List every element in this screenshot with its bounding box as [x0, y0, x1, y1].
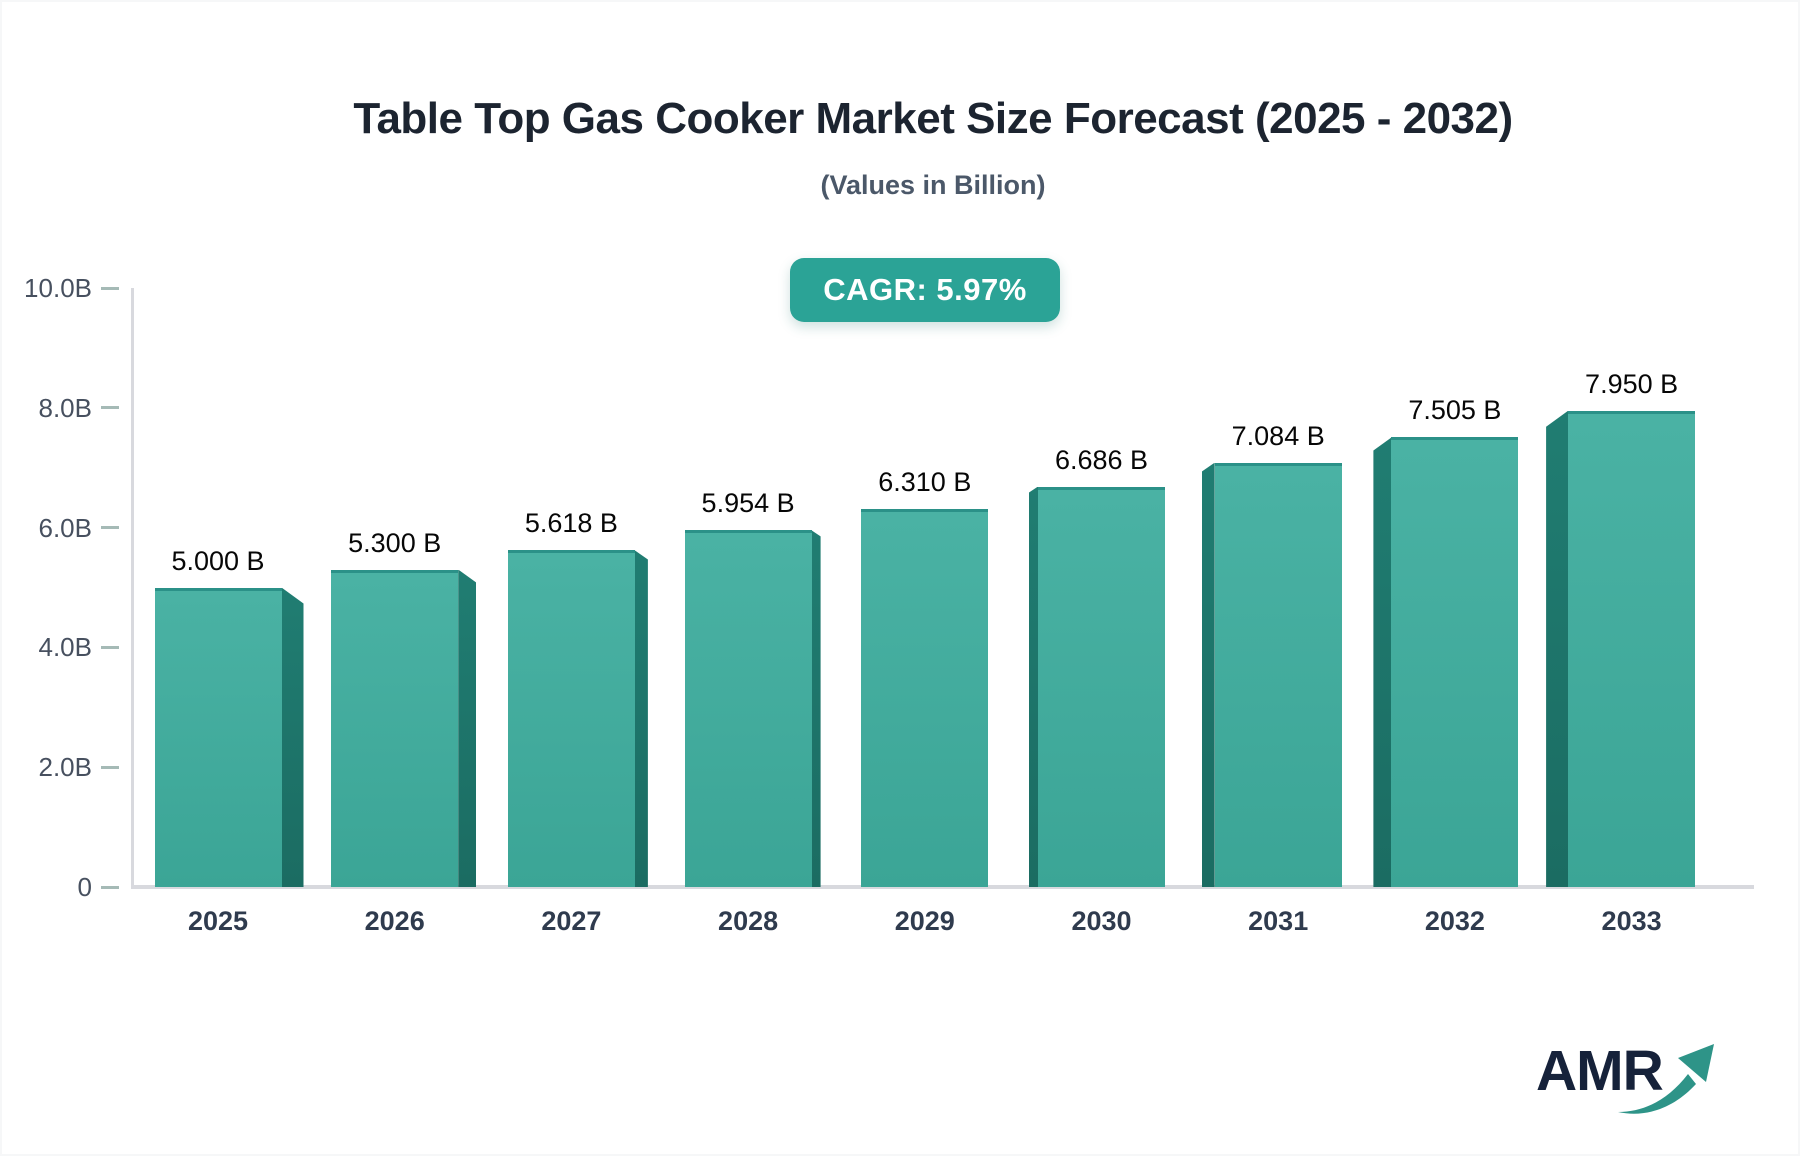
bar-2026: [331, 569, 459, 887]
y-tick-label: 4.0B: [38, 632, 93, 663]
bar-2027: [507, 550, 635, 887]
bar-2025: [154, 587, 282, 887]
bar-side-2032: [1373, 437, 1392, 887]
y-tick-label: 2.0B: [38, 752, 93, 783]
x-axis-label-2027: 2027: [541, 906, 602, 936]
bar-side-2027: [634, 550, 648, 887]
bar-side-2030: [1029, 486, 1038, 887]
x-axis-label-2029: 2029: [894, 906, 955, 936]
bar-value-label: 6.686 B: [1054, 444, 1149, 475]
x-axis-label-2033: 2033: [1601, 906, 1662, 936]
bar-value-label: 7.084 B: [1231, 420, 1325, 451]
bar-2029: [861, 509, 989, 887]
x-axis-label-2025: 2025: [187, 906, 249, 936]
cagr-badge: CAGR: 5.97%: [790, 258, 1060, 322]
bar-value-label: 7.950 B: [1585, 368, 1679, 399]
y-tick-dash: [101, 885, 119, 889]
bar-2032: [1391, 437, 1519, 887]
x-axis-label-2028: 2028: [718, 906, 779, 936]
y-tick-dash: [101, 406, 119, 410]
y-tick-dash: [101, 286, 119, 290]
y-tick-label: 8.0B: [38, 392, 93, 423]
y-axis-line: [131, 288, 134, 887]
y-tick-label: 0: [77, 872, 92, 902]
bar-side-2025: [281, 587, 304, 887]
growth-arrow-icon: [1618, 1044, 1714, 1114]
x-axis-baseline: [131, 885, 1754, 889]
chart-title: Table Top Gas Cooker Market Size Forecas…: [353, 94, 1513, 143]
y-tick-dash: [101, 645, 119, 649]
bar-side-2028: [811, 530, 821, 887]
x-axis-label-2026: 2026: [364, 906, 425, 936]
brand-logo: AMR: [1530, 1032, 1725, 1118]
y-tick-dash: [101, 765, 119, 769]
bar-value-label: 5.000 B: [171, 545, 265, 576]
x-axis-label-2032: 2032: [1424, 906, 1485, 936]
bar-2033: [1568, 410, 1696, 887]
chart-subtitle: (Values in Billion): [820, 170, 1046, 200]
x-axis-label-2030: 2030: [1071, 906, 1132, 936]
bar-2031: [1214, 462, 1342, 887]
x-axis-label-2031: 2031: [1248, 906, 1309, 936]
y-tick-label: 10.0B: [24, 273, 92, 303]
brand-logo-text: AMR: [1536, 1039, 1664, 1103]
bar-value-label: 7.505 B: [1408, 395, 1502, 426]
bar-side-2026: [458, 569, 477, 887]
bar-side-2033: [1546, 410, 1569, 887]
y-tick-label: 6.0B: [38, 512, 93, 543]
bar-value-label: 5.300 B: [348, 527, 442, 558]
bar-value-label: 6.310 B: [878, 467, 972, 498]
bar-2028: [684, 530, 812, 887]
bar-2030: [1038, 486, 1165, 887]
bar-value-label: 5.618 B: [524, 508, 618, 539]
bar-value-label: 5.954 B: [701, 488, 795, 519]
y-tick-dash: [101, 526, 119, 530]
bar-side-2031: [1201, 462, 1215, 887]
